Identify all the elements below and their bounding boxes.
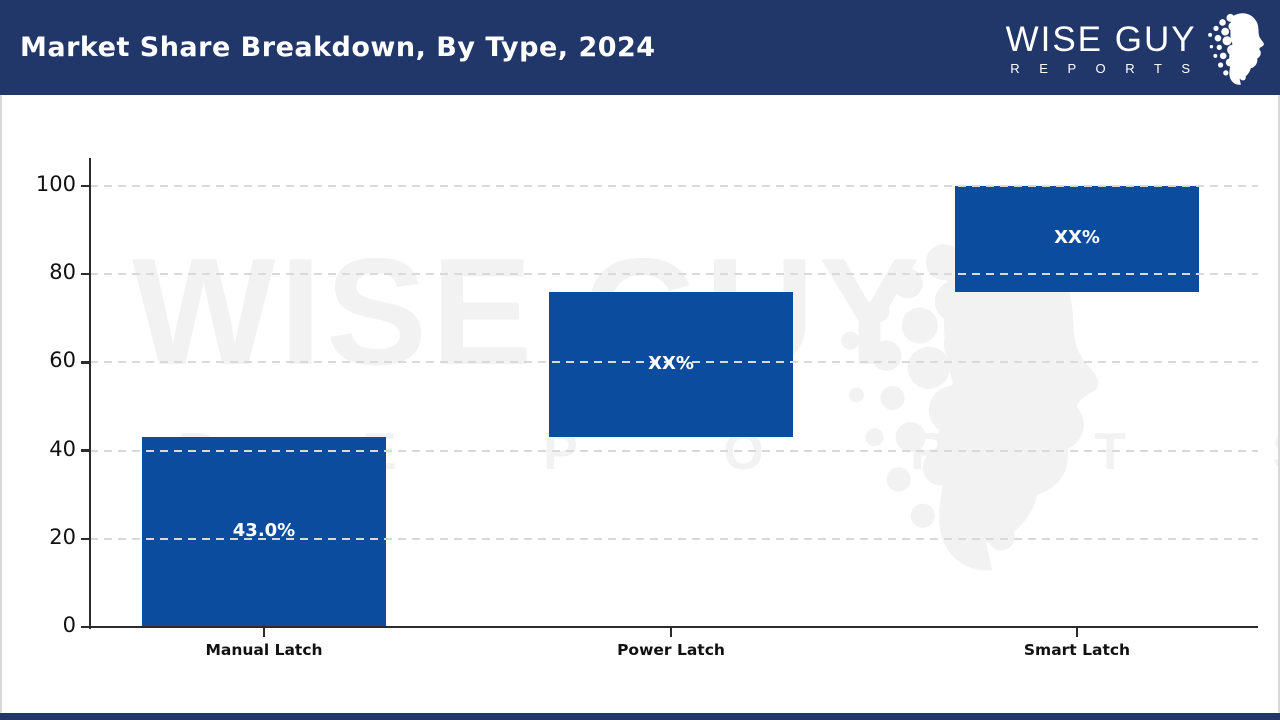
- y-tick-mark: [81, 537, 90, 541]
- x-axis-line: [88, 625, 1258, 629]
- gridline: [90, 185, 1258, 187]
- y-tick-label: 40: [49, 436, 76, 461]
- y-tick-mark: [81, 625, 90, 629]
- footer-bar: [0, 713, 1280, 720]
- bar-value-label: XX%: [1054, 226, 1100, 248]
- gridline: [90, 449, 1258, 452]
- x-tick-mark: [262, 628, 266, 637]
- bar-value-label: XX%: [648, 352, 694, 374]
- wiseguy-logo: WISE GUY R E P O R T S: [1004, 6, 1270, 90]
- header: Market Share Breakdown, By Type, 2024 WI…: [0, 0, 1280, 95]
- logo-wordmark: WISE GUY R E P O R T S: [1004, 22, 1198, 75]
- bar-manual-latch: [142, 437, 386, 627]
- gridline: [90, 273, 1258, 276]
- y-tick-label: 100: [35, 172, 76, 196]
- y-tick-label: 80: [49, 260, 76, 285]
- bar-power-latch: [549, 291, 793, 438]
- x-tick-mark: [1075, 628, 1079, 637]
- x-tick-label: Manual Latch: [205, 641, 323, 659]
- page-title: Market Share Breakdown, By Type, 2024: [20, 32, 656, 63]
- gridline: [90, 537, 1258, 540]
- wiseguy-face-icon: [1208, 13, 1264, 85]
- y-tick-mark: [81, 272, 90, 276]
- logo-line2: R E P O R T S: [1010, 60, 1198, 76]
- logo-line1: WISE GUY: [1005, 19, 1197, 59]
- y-tick-mark: [81, 184, 90, 188]
- y-tick-label: 0: [62, 613, 76, 637]
- gridline: [90, 361, 1258, 364]
- x-tick-mark: [669, 628, 673, 637]
- y-tick-label: 20: [49, 524, 76, 549]
- x-tick-label: Power Latch: [617, 641, 725, 659]
- y-tick-label: 60: [49, 348, 76, 373]
- y-tick-mark: [81, 449, 90, 452]
- y-tick-mark: [81, 361, 90, 364]
- y-axis-line: [88, 158, 91, 629]
- x-tick-label: Smart Latch: [1023, 641, 1131, 659]
- bar-value-label: 43.0%: [232, 520, 296, 542]
